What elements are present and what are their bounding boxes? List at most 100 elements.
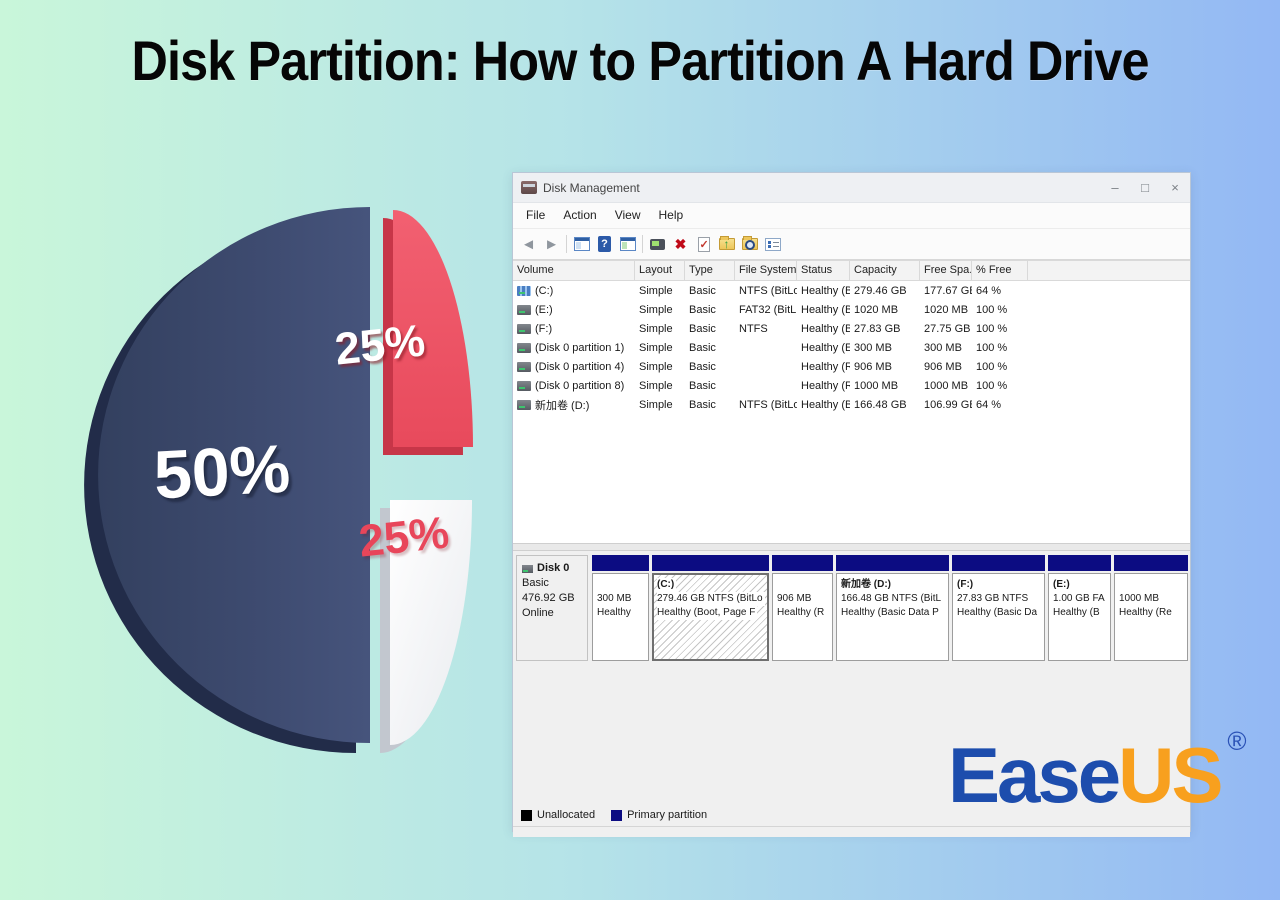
disk-status: Online bbox=[522, 607, 554, 619]
menu-item-action[interactable]: Action bbox=[563, 208, 597, 222]
partition-status-text: Healthy (B bbox=[1053, 607, 1100, 618]
cell-2-2: Basic bbox=[689, 322, 716, 335]
column-header-5[interactable]: Capacity bbox=[850, 261, 920, 280]
properties-icon[interactable] bbox=[764, 236, 781, 253]
table-row[interactable]: (C:) Simple Basic NTFS (BitLo... Healthy (B.… bbox=[513, 281, 1190, 300]
partition-primary-bar bbox=[836, 555, 949, 571]
legend-label: Unallocated bbox=[537, 809, 596, 821]
partition-size-text: 166.48 GB NTFS (BitL bbox=[841, 593, 942, 604]
volume-name: (Disk 0 partition 4) bbox=[535, 360, 625, 373]
console-actions-icon[interactable] bbox=[619, 236, 636, 253]
table-row[interactable]: (Disk 0 partition 8) Simple Basic Healthy (… bbox=[513, 376, 1190, 395]
partition-name-text: (C:) bbox=[657, 578, 677, 592]
cell-2-7: 100 % bbox=[976, 322, 1008, 335]
partition-name-text: (F:) bbox=[957, 579, 974, 590]
partition-body: (E:) 1.00 GB FA Healthy (B bbox=[1048, 573, 1111, 661]
console-actions-glyph bbox=[619, 237, 636, 251]
partition-primary-bar bbox=[952, 555, 1045, 571]
folder-up-icon[interactable] bbox=[718, 236, 735, 253]
cell-0-0: (C:) bbox=[513, 285, 635, 297]
cell-3-2: Basic bbox=[689, 341, 716, 354]
menu-item-help[interactable]: Help bbox=[658, 208, 684, 222]
pie-slice-red bbox=[393, 210, 473, 447]
menu-item-view[interactable]: View bbox=[614, 208, 641, 222]
minimize-button[interactable]: – bbox=[1111, 180, 1119, 195]
cell-2-4: Healthy (B... bbox=[801, 322, 850, 335]
partition-status: Healthy bbox=[597, 606, 644, 620]
cell-0-6: 177.67 GB bbox=[924, 284, 972, 297]
title-bar[interactable]: Disk Management – □ × bbox=[513, 173, 1190, 203]
column-header-0[interactable]: Volume bbox=[513, 261, 635, 280]
drive-icon bbox=[517, 323, 531, 334]
status-bubble-icon[interactable] bbox=[649, 236, 666, 253]
cell-2-5: 27.83 GB bbox=[854, 322, 901, 335]
partition-status-text: Healthy bbox=[597, 607, 631, 618]
partition-body: 1000 MB Healthy (Re bbox=[1114, 573, 1188, 661]
partition-size: 300 MB bbox=[597, 592, 644, 606]
partition-primary-bar bbox=[652, 555, 769, 571]
maximize-button[interactable]: □ bbox=[1141, 180, 1149, 195]
partition-size-text: 1000 MB bbox=[1119, 593, 1160, 604]
cell-3-6: 300 MB bbox=[924, 341, 962, 354]
check-document-icon[interactable] bbox=[695, 236, 712, 253]
table-row[interactable]: (Disk 0 partition 4) Simple Basic Healthy (… bbox=[513, 357, 1190, 376]
column-header-1[interactable]: Layout bbox=[635, 261, 685, 280]
column-header-3[interactable]: File System bbox=[735, 261, 797, 280]
volume-table-header[interactable]: Volume Layout Type File System Status Capacit… bbox=[513, 260, 1190, 281]
cell-1-6: 1020 MB bbox=[924, 303, 969, 316]
partition-body: (C:) 279.46 GB NTFS (BitLo Healthy (Boot, … bbox=[652, 573, 769, 661]
toolbar-separator bbox=[566, 235, 567, 253]
close-button[interactable]: × bbox=[1171, 180, 1179, 195]
column-header-7[interactable]: % Free bbox=[972, 261, 1028, 280]
cell-4-7: 100 % bbox=[976, 360, 1008, 373]
table-row[interactable]: (E:) Simple Basic FAT32 (BitL... Healthy (B.… bbox=[513, 300, 1190, 319]
disk0-row: Disk 0 Basic 476.92 GB Online 300 MB Heal… bbox=[516, 555, 1188, 661]
pie-chart-svg bbox=[84, 207, 473, 753]
partition-block-3[interactable]: 新加卷 (D:) 166.48 GB NTFS (BitL Healthy (Bas… bbox=[836, 555, 949, 661]
pie-label-50: 50% bbox=[152, 430, 292, 514]
drive-icon bbox=[517, 399, 531, 410]
table-row[interactable]: (F:) Simple Basic NTFS Healthy (B... 27.83 GB… bbox=[513, 319, 1190, 338]
column-header-6[interactable]: Free Spa... bbox=[920, 261, 972, 280]
folder-search-icon[interactable] bbox=[741, 236, 758, 253]
legend-swatch bbox=[521, 809, 532, 821]
cell-0-2: Basic bbox=[689, 284, 716, 297]
partition-block-6[interactable]: 1000 MB Healthy (Re bbox=[1114, 555, 1188, 661]
column-header-4[interactable]: Status bbox=[797, 261, 850, 280]
console-window-icon[interactable] bbox=[573, 236, 590, 253]
cell-1-1: Simple bbox=[639, 303, 673, 316]
check-document-glyph bbox=[697, 236, 710, 252]
partition-block-4[interactable]: (F:) 27.83 GB NTFS Healthy (Basic Da bbox=[952, 555, 1045, 661]
disk-size: 476.92 GB bbox=[522, 592, 575, 604]
cell-1-4: Healthy (B... bbox=[801, 303, 850, 316]
partition-name-text: (E:) bbox=[1053, 579, 1070, 590]
column-header-2[interactable]: Type bbox=[685, 261, 735, 280]
table-row[interactable]: (Disk 0 partition 1) Simple Basic Healthy (… bbox=[513, 338, 1190, 357]
menu-item-file[interactable]: File bbox=[526, 208, 546, 222]
partition-block-2[interactable]: 906 MB Healthy (R bbox=[772, 555, 833, 661]
partition-primary-bar bbox=[772, 555, 833, 571]
legend-label: Primary partition bbox=[627, 809, 708, 821]
partition-block-5[interactable]: (E:) 1.00 GB FA Healthy (B bbox=[1048, 555, 1111, 661]
disk0-panel[interactable]: Disk 0 Basic 476.92 GB Online bbox=[516, 555, 588, 661]
volume-name: 新加卷 (D:) bbox=[535, 399, 590, 412]
cell-1-7: 100 % bbox=[976, 303, 1008, 316]
back-icon[interactable] bbox=[520, 236, 537, 253]
console-window-glyph bbox=[573, 237, 590, 251]
partition-block-0[interactable]: 300 MB Healthy bbox=[592, 555, 649, 661]
cell-6-0: 新加卷 (D:) bbox=[513, 397, 635, 413]
partition-size: 1.00 GB FA bbox=[1053, 592, 1106, 606]
cell-1-0: (E:) bbox=[513, 304, 635, 316]
partition-size-text: 279.46 GB NTFS (BitLo bbox=[657, 592, 765, 606]
partition-block-1[interactable]: (C:) 279.46 GB NTFS (BitLo Healthy (Boot, … bbox=[652, 555, 769, 661]
forward-icon[interactable] bbox=[543, 236, 560, 253]
pane-splitter[interactable] bbox=[513, 543, 1190, 551]
partition-body: 300 MB Healthy bbox=[592, 573, 649, 661]
cell-4-2: Basic bbox=[689, 360, 716, 373]
delete-icon[interactable] bbox=[672, 236, 689, 253]
help-icon[interactable]: ? bbox=[596, 236, 613, 253]
registered-mark-icon: ® bbox=[1227, 726, 1247, 756]
pie-label-25-white: 25% bbox=[356, 506, 452, 567]
table-row[interactable]: 新加卷 (D:) Simple Basic NTFS (BitLo... Healthy… bbox=[513, 395, 1190, 414]
